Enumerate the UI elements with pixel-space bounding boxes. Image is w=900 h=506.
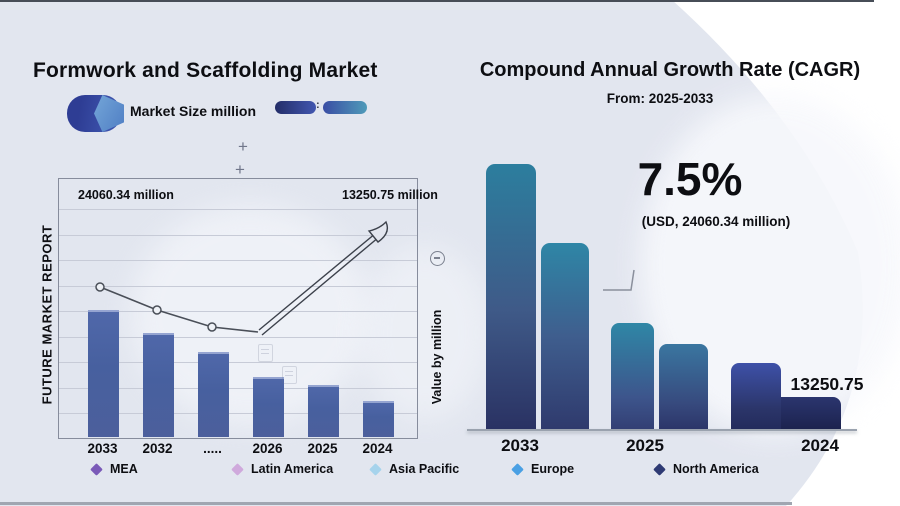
ratio-separator: : [316, 99, 320, 111]
gridline [59, 234, 417, 236]
right-x-label: 2025 [626, 436, 664, 455]
legend-diamond-icon [369, 462, 382, 476]
bottom-border-line [0, 502, 792, 505]
left-chart-min-value: 13250.75 million [342, 188, 438, 202]
gridline [59, 336, 417, 338]
legend-item-asia-pacific: Asia Pacific [369, 462, 460, 476]
market-size-cylinder-icon [67, 95, 124, 132]
right-bar-2033-primary [486, 164, 536, 429]
left-bar-2032 [143, 333, 174, 437]
legend-label: Asia Pacific [389, 462, 460, 476]
background-blob [360, 245, 490, 420]
left-bar-2026 [253, 377, 284, 437]
cagr-value: 7.5% [637, 153, 743, 205]
ratio-pill-dark [275, 101, 316, 114]
right-chart-x-labels: 2033 2025 2024 [470, 436, 870, 458]
gridline [59, 387, 417, 389]
cagr-period: From: 2025-2033 [606, 91, 714, 106]
legend-diamond-icon [653, 462, 666, 476]
legend-item-europe: Europe [511, 462, 575, 476]
cagr-usd-note: (USD, 24060.34 million) [641, 214, 791, 229]
left-x-label: ..... [203, 441, 222, 456]
gridline [59, 413, 417, 414]
right-x-label: 2033 [501, 436, 539, 455]
gridline [59, 260, 417, 261]
document-icon [282, 366, 297, 384]
watermark-future-market-report: FUTURE MARKET REPORT [39, 224, 55, 405]
value-by-million-axis-label: Value by million [430, 309, 444, 405]
legend-label: Europe [531, 462, 575, 476]
legend-item-mea: MEA [90, 462, 138, 476]
left-bar-2024 [363, 401, 394, 437]
right-bar-2033-secondary [541, 243, 589, 429]
right-chart-baseline [467, 429, 857, 431]
legend-diamond-icon [90, 462, 103, 476]
legend-label: Latin America [251, 462, 334, 476]
gridline [59, 209, 417, 210]
top-border-line [0, 0, 874, 2]
left-bar-2025 [308, 385, 339, 437]
right-bar-2024-primary [731, 363, 781, 429]
right-bar-2025-secondary [659, 344, 708, 429]
left-x-label: 2033 [87, 441, 118, 456]
left-bar-2033 [88, 310, 119, 437]
right-chart-bars [467, 160, 870, 431]
value-callout-13250: 13250.75 [790, 374, 864, 394]
right-x-label: 2024 [801, 436, 839, 455]
left-x-label: 2025 [307, 441, 338, 456]
legend-item-north-america: North America [653, 462, 759, 476]
legend-diamond-icon [231, 462, 244, 476]
left-x-label: 2026 [252, 441, 283, 456]
left-chart-x-labels: 2033 2032..... 2026 2025 2024 [58, 441, 416, 459]
left-x-label: 2024 [362, 441, 393, 456]
left-chart-max-value: 24060.34 million [78, 188, 174, 202]
gridline [59, 285, 417, 287]
step-bracket-icon [603, 269, 635, 291]
plus-icon: + [235, 160, 245, 179]
plus-icon: + [238, 137, 248, 156]
cagr-title: Compound Annual Growth Rate (CAGR) [479, 59, 861, 81]
legend-label: North America [673, 462, 759, 476]
right-bar-2025-primary [611, 323, 654, 429]
left-chart-title: Formwork and Scaffolding Market [33, 59, 378, 82]
legend-item-latin-america: Latin America [231, 462, 334, 476]
circled-minus-icon [430, 251, 445, 266]
left-x-label: 2032 [142, 441, 173, 456]
gridline [59, 362, 417, 363]
legend-diamond-icon [511, 462, 524, 476]
market-size-legend-label: Market Size million [130, 103, 257, 119]
legend-label: MEA [110, 462, 138, 476]
left-bar-..... [198, 352, 229, 437]
left-chart-frame [58, 178, 418, 439]
region-legend: MEA Latin America Asia Pacific Europe North … [0, 462, 900, 486]
ratio-pill-teal [323, 101, 367, 114]
right-bar-2024-secondary [781, 397, 841, 429]
document-icon [258, 344, 273, 362]
